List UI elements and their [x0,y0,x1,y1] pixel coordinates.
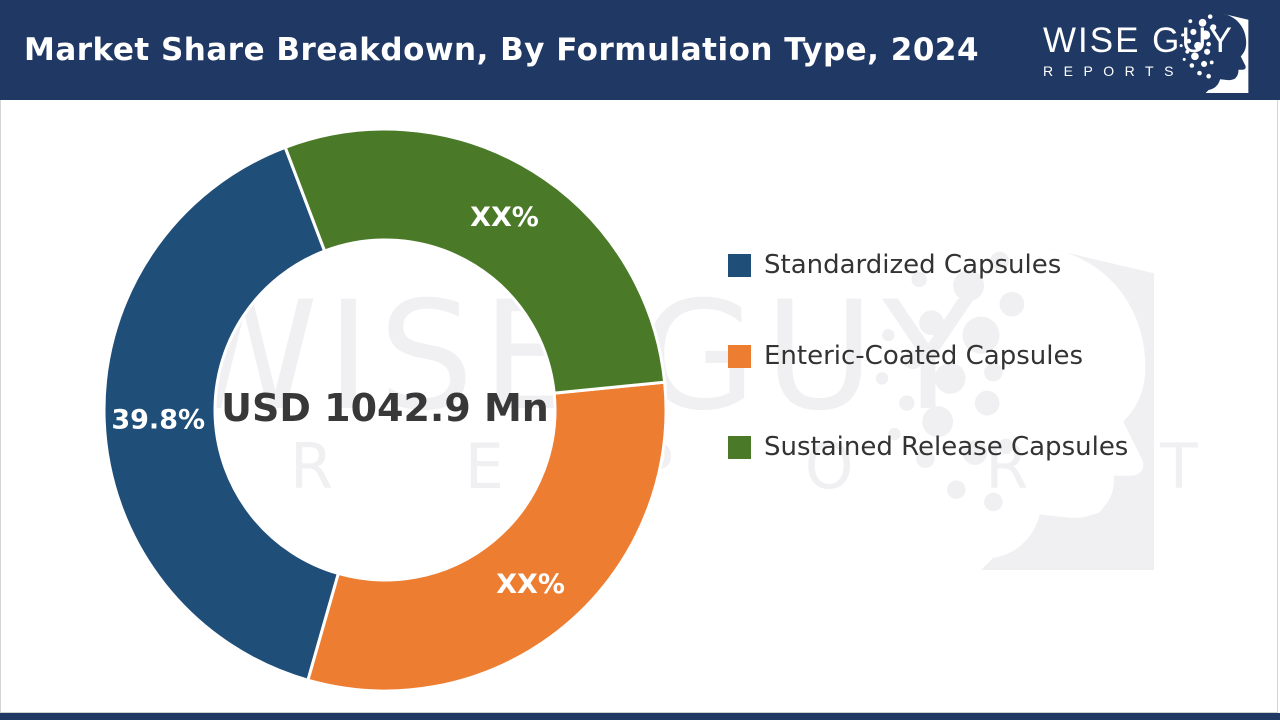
legend-swatch-blue [728,253,751,277]
donut-chart: 39.8% XX% XX% [102,127,668,693]
donut-segment [306,380,668,693]
donut-segment [102,145,341,683]
legend-label: Sustained Release Capsules [764,432,1129,462]
logo-subtitle: REPORTS [1043,63,1184,79]
legend-item: Standardized Capsules [728,250,1128,280]
chart-center-value: USD 1042.9 Mn [221,386,549,430]
wiseguy-logo: WISE GUY REPORTS [1025,7,1260,95]
segment-percentage-label: XX% [470,202,539,233]
legend-label: Standardized Capsules [764,250,1062,280]
donut-segment [283,127,667,395]
chart-legend: Standardized Capsules Enteric-Coated Cap… [728,250,1129,525]
footer-bar [0,713,1280,720]
wiseguy-face-icon [1179,13,1249,93]
legend-swatch-green [728,435,751,459]
page-title: Market Share Breakdown, By Formulation T… [24,32,980,68]
legend-item: Enteric-Coated Capsules [728,341,1128,371]
segment-percentage-label: XX% [496,569,565,600]
legend-item: Sustained Release Capsules [728,432,1129,462]
legend-label: Enteric-Coated Capsules [764,341,1084,371]
legend-swatch-orange [728,344,751,368]
segment-percentage-label: 39.8% [111,405,205,436]
logo-wordmark: WISE GUY [1043,21,1235,60]
header-bar: Market Share Breakdown, By Formulation T… [0,0,1280,100]
